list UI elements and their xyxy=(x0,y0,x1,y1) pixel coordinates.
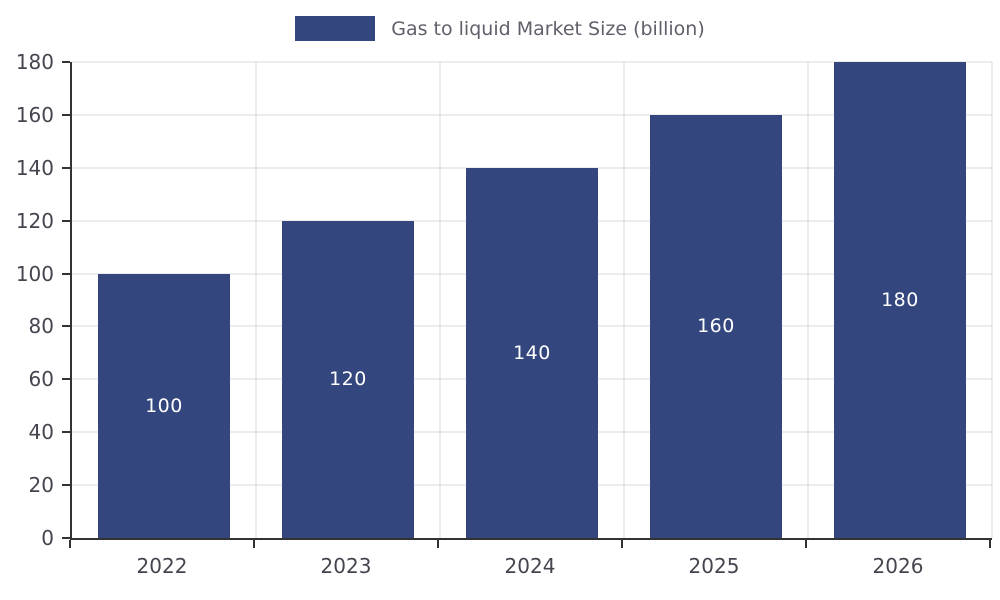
y-tick-mark xyxy=(62,325,70,328)
y-tick-mark xyxy=(62,166,70,169)
bar: 120 xyxy=(281,220,415,538)
y-tick-label: 160 xyxy=(15,102,54,127)
y-tick-label: 0 xyxy=(41,526,54,550)
plot-area: 100 120 140 160 180 xyxy=(70,61,993,540)
bar-value-label: 180 xyxy=(881,289,919,311)
x-tick-mark xyxy=(437,540,439,548)
gridline-horizontal xyxy=(72,114,992,116)
bar: 180 xyxy=(833,62,967,538)
y-tick-mark xyxy=(62,61,70,63)
gridline-vertical xyxy=(991,62,993,538)
bar-value-label: 140 xyxy=(513,341,551,364)
y-tick-label: 80 xyxy=(28,314,54,339)
gridline-vertical xyxy=(807,62,809,538)
y-tick-label: 120 xyxy=(15,208,54,233)
bar: 160 xyxy=(649,114,783,538)
x-tick-mark xyxy=(253,540,255,548)
y-tick-mark xyxy=(62,378,70,381)
y-tick-mark xyxy=(62,113,70,116)
y-tick-label: 40 xyxy=(28,420,54,445)
x-tick-mark xyxy=(621,540,623,548)
y-tick-label: 140 xyxy=(15,155,54,180)
legend: Gas to liquid Market Size (billion) xyxy=(0,16,1000,41)
gridline-vertical xyxy=(623,62,625,538)
gridline-vertical xyxy=(439,62,441,538)
y-tick-label: 100 xyxy=(15,261,54,286)
y-tick-mark xyxy=(62,219,70,222)
x-tick-mark xyxy=(69,540,71,548)
x-tick-mark xyxy=(805,540,807,548)
y-tick-mark xyxy=(62,537,70,539)
bar-value-label: 160 xyxy=(697,315,735,338)
y-tick-label: 60 xyxy=(28,367,54,392)
x-tick-label: 2023 xyxy=(320,554,372,578)
y-tick-mark xyxy=(62,484,70,487)
y-tick-label: 20 xyxy=(28,473,54,498)
bar: 100 xyxy=(97,273,231,538)
x-tick-mark xyxy=(989,540,991,548)
legend-label: Gas to liquid Market Size (billion) xyxy=(391,17,705,40)
legend-swatch xyxy=(295,16,376,41)
y-tick-label: 180 xyxy=(15,50,54,74)
y-axis: 0 20 40 60 80 100 120 140 160 180 xyxy=(0,50,70,550)
bar-value-label: 100 xyxy=(145,394,183,417)
x-axis: 2022 2023 2024 2025 2026 xyxy=(69,540,991,590)
gridline-horizontal xyxy=(72,61,992,63)
gridline-vertical xyxy=(255,62,257,538)
x-tick-label: 2022 xyxy=(136,554,188,578)
x-tick-label: 2024 xyxy=(504,554,556,578)
y-tick-mark xyxy=(62,431,70,434)
y-tick-mark xyxy=(62,272,70,275)
x-tick-label: 2026 xyxy=(872,554,924,578)
bar-value-label: 120 xyxy=(329,368,367,391)
bar: 140 xyxy=(465,167,599,538)
x-tick-label: 2025 xyxy=(688,554,740,578)
